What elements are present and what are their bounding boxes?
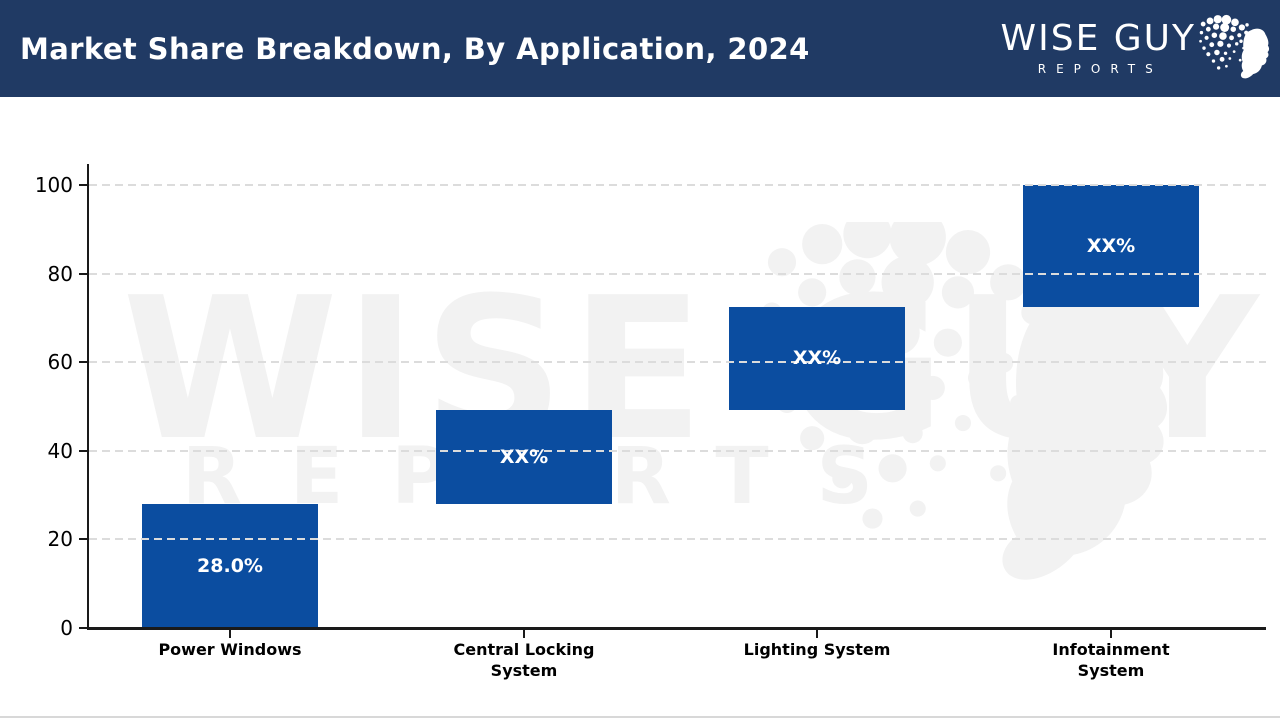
header-bar: Market Share Breakdown, By Application, … [0, 0, 1280, 97]
y-axis-line [87, 164, 89, 630]
y-tick-mark [79, 361, 88, 364]
y-tick-mark [79, 272, 88, 275]
y-tick-mark [79, 538, 88, 541]
x-category-label-central-locking-system: Central Locking System [453, 640, 595, 680]
x-category-label-lighting-system: Lighting System [743, 640, 891, 659]
bar-value-label: 28.0% [197, 554, 263, 577]
x-tick-mark [1110, 630, 1112, 638]
logo-sub: REPORTS [1037, 62, 1163, 76]
x-tick-mark [229, 630, 231, 638]
gridline-80 [89, 272, 1266, 275]
y-tick-mark [79, 184, 88, 186]
x-tick-mark [816, 630, 818, 638]
y-tick-label: 100 [34, 173, 73, 197]
gridline-60 [89, 361, 1266, 364]
x-category-label-infotainment-system: Infotainment System [1052, 640, 1170, 680]
wiseguy-logo: WISE GUY REPORTS [1001, 7, 1280, 91]
y-tick-mark [79, 449, 88, 452]
gridline-20 [89, 538, 1266, 541]
y-tick-label: 40 [47, 438, 73, 463]
y-tick-label: 80 [47, 261, 73, 286]
bar-lighting-system [729, 307, 905, 410]
gridline-40 [89, 449, 1266, 452]
logo-wordmark-block: WISE GUY REPORTS [1000, 18, 1197, 77]
bar-power-windows [142, 503, 318, 628]
logo-face-icon [1199, 14, 1270, 78]
y-tick-mark [79, 627, 88, 629]
x-axis-line [87, 627, 1266, 630]
bar-value-label: XX% [792, 347, 842, 370]
gridline-100 [89, 184, 1266, 186]
page-title: Market Share Breakdown, By Application, … [20, 31, 810, 66]
bottom-rule [0, 716, 1280, 718]
y-tick-label: 0 [60, 616, 73, 640]
bar-value-label: XX% [1086, 235, 1136, 258]
y-tick-label: 20 [47, 527, 73, 552]
bar-central-locking-system [436, 409, 612, 504]
bar-value-label: XX% [499, 445, 549, 468]
y-tick-label: 60 [47, 350, 73, 375]
x-tick-mark [523, 630, 525, 638]
x-category-label-power-windows: Power Windows [158, 640, 302, 659]
bar-infotainment-system [1023, 185, 1199, 308]
logo-wordmark: WISE GUY [1000, 18, 1196, 59]
